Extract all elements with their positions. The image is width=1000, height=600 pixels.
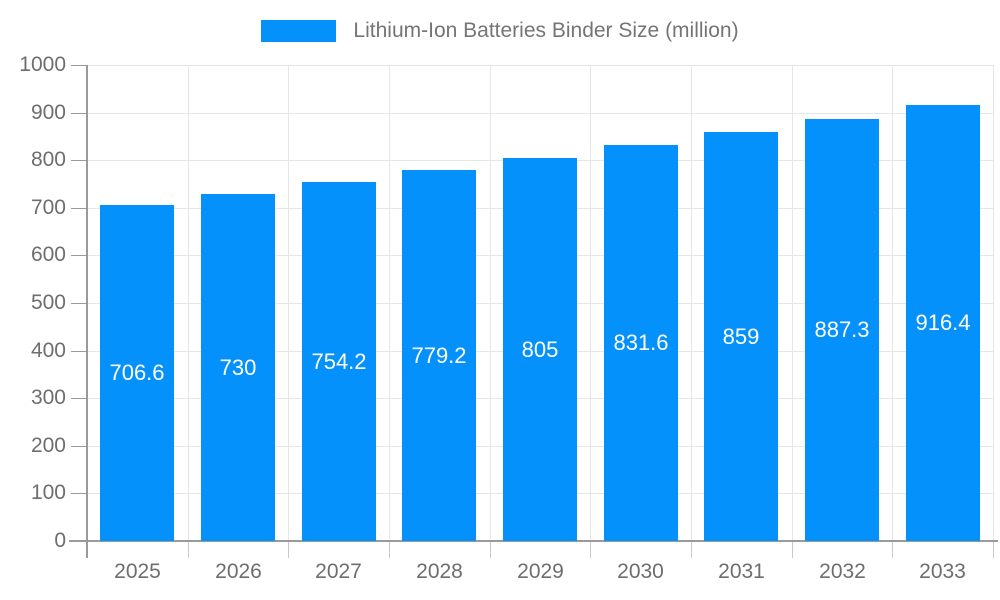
bar-value-label: 805 — [521, 336, 559, 362]
y-tick-label: 600 — [30, 243, 66, 266]
v-gridline — [389, 65, 390, 541]
v-gridline — [490, 65, 491, 541]
v-gridline — [288, 65, 289, 541]
x-tick-label: 2032 — [819, 560, 866, 583]
x-axis-tick — [389, 542, 390, 558]
v-gridline — [792, 65, 793, 541]
y-tick-label: 800 — [30, 148, 66, 171]
y-axis-tick — [71, 208, 87, 209]
bar[interactable]: 831.6 — [604, 145, 678, 541]
v-gridline — [188, 65, 189, 541]
y-axis-tick — [71, 398, 87, 399]
x-axis-tick — [288, 542, 289, 558]
v-gridline — [993, 65, 994, 541]
bar[interactable]: 754.2 — [302, 182, 376, 541]
y-axis-tick — [71, 113, 87, 114]
h-gridline — [87, 65, 993, 66]
bar[interactable]: 887.3 — [805, 119, 879, 541]
chart-legend: Lithium-Ion Batteries Binder Size (milli… — [0, 19, 1000, 43]
bar-value-label: 706.6 — [109, 360, 165, 385]
y-tick-label: 1000 — [19, 53, 66, 76]
bar[interactable]: 706.6 — [100, 205, 174, 541]
y-tick-label: 400 — [30, 339, 66, 362]
x-axis-tick — [188, 542, 189, 558]
bar[interactable]: 779.2 — [402, 170, 476, 541]
y-axis-tick — [71, 160, 87, 161]
bar[interactable]: 916.4 — [906, 105, 980, 541]
y-tick-label: 300 — [30, 386, 66, 409]
y-axis-tick — [71, 255, 87, 256]
y-tick-label: 200 — [30, 434, 66, 457]
bar-value-label: 859 — [722, 323, 760, 349]
bar[interactable]: 730 — [201, 194, 275, 541]
bar-value-label: 730 — [219, 354, 257, 380]
x-tick-label: 2027 — [315, 560, 362, 583]
y-axis-tick — [71, 351, 87, 352]
x-tick-label: 2031 — [718, 560, 765, 583]
x-axis-tick — [993, 542, 994, 558]
legend-swatch-icon — [261, 20, 337, 42]
x-tick-label: 2033 — [919, 560, 966, 583]
x-axis-tick — [490, 542, 491, 558]
legend-label: Lithium-Ion Batteries Binder Size (milli… — [353, 19, 739, 42]
y-tick-label: 500 — [30, 291, 66, 314]
v-gridline — [590, 65, 591, 541]
x-tick-label: 2028 — [416, 560, 463, 583]
bar[interactable]: 859 — [704, 132, 778, 541]
x-axis-tick — [691, 542, 692, 558]
h-gridline — [87, 113, 993, 114]
x-tick-label: 2029 — [517, 560, 564, 583]
y-tick-label: 100 — [30, 481, 66, 504]
y-tick-label: 0 — [54, 529, 66, 552]
bar-value-label: 754.2 — [311, 348, 367, 374]
y-tick-label: 700 — [30, 196, 66, 219]
x-axis-line — [69, 540, 998, 542]
y-axis-tick — [71, 446, 87, 447]
v-gridline — [892, 65, 893, 541]
y-axis-tick — [71, 493, 87, 494]
x-axis-tick — [792, 542, 793, 558]
x-tick-label: 2025 — [114, 560, 161, 583]
bar-value-label: 916.4 — [915, 310, 971, 335]
x-axis-tick — [892, 542, 893, 558]
bar[interactable]: 805 — [503, 158, 577, 541]
legend-item[interactable]: Lithium-Ion Batteries Binder Size (milli… — [261, 19, 739, 43]
y-axis-line — [86, 65, 88, 558]
bar-value-label: 887.3 — [814, 317, 870, 342]
bar-value-label: 779.2 — [411, 342, 467, 368]
v-gridline — [691, 65, 692, 541]
y-axis-tick — [71, 303, 87, 304]
x-tick-label: 2026 — [215, 560, 262, 583]
x-axis-tick — [590, 542, 591, 558]
y-axis-tick — [71, 65, 87, 66]
x-tick-label: 2030 — [617, 560, 664, 583]
y-tick-label: 900 — [30, 101, 66, 124]
bar-value-label: 831.6 — [613, 330, 669, 355]
